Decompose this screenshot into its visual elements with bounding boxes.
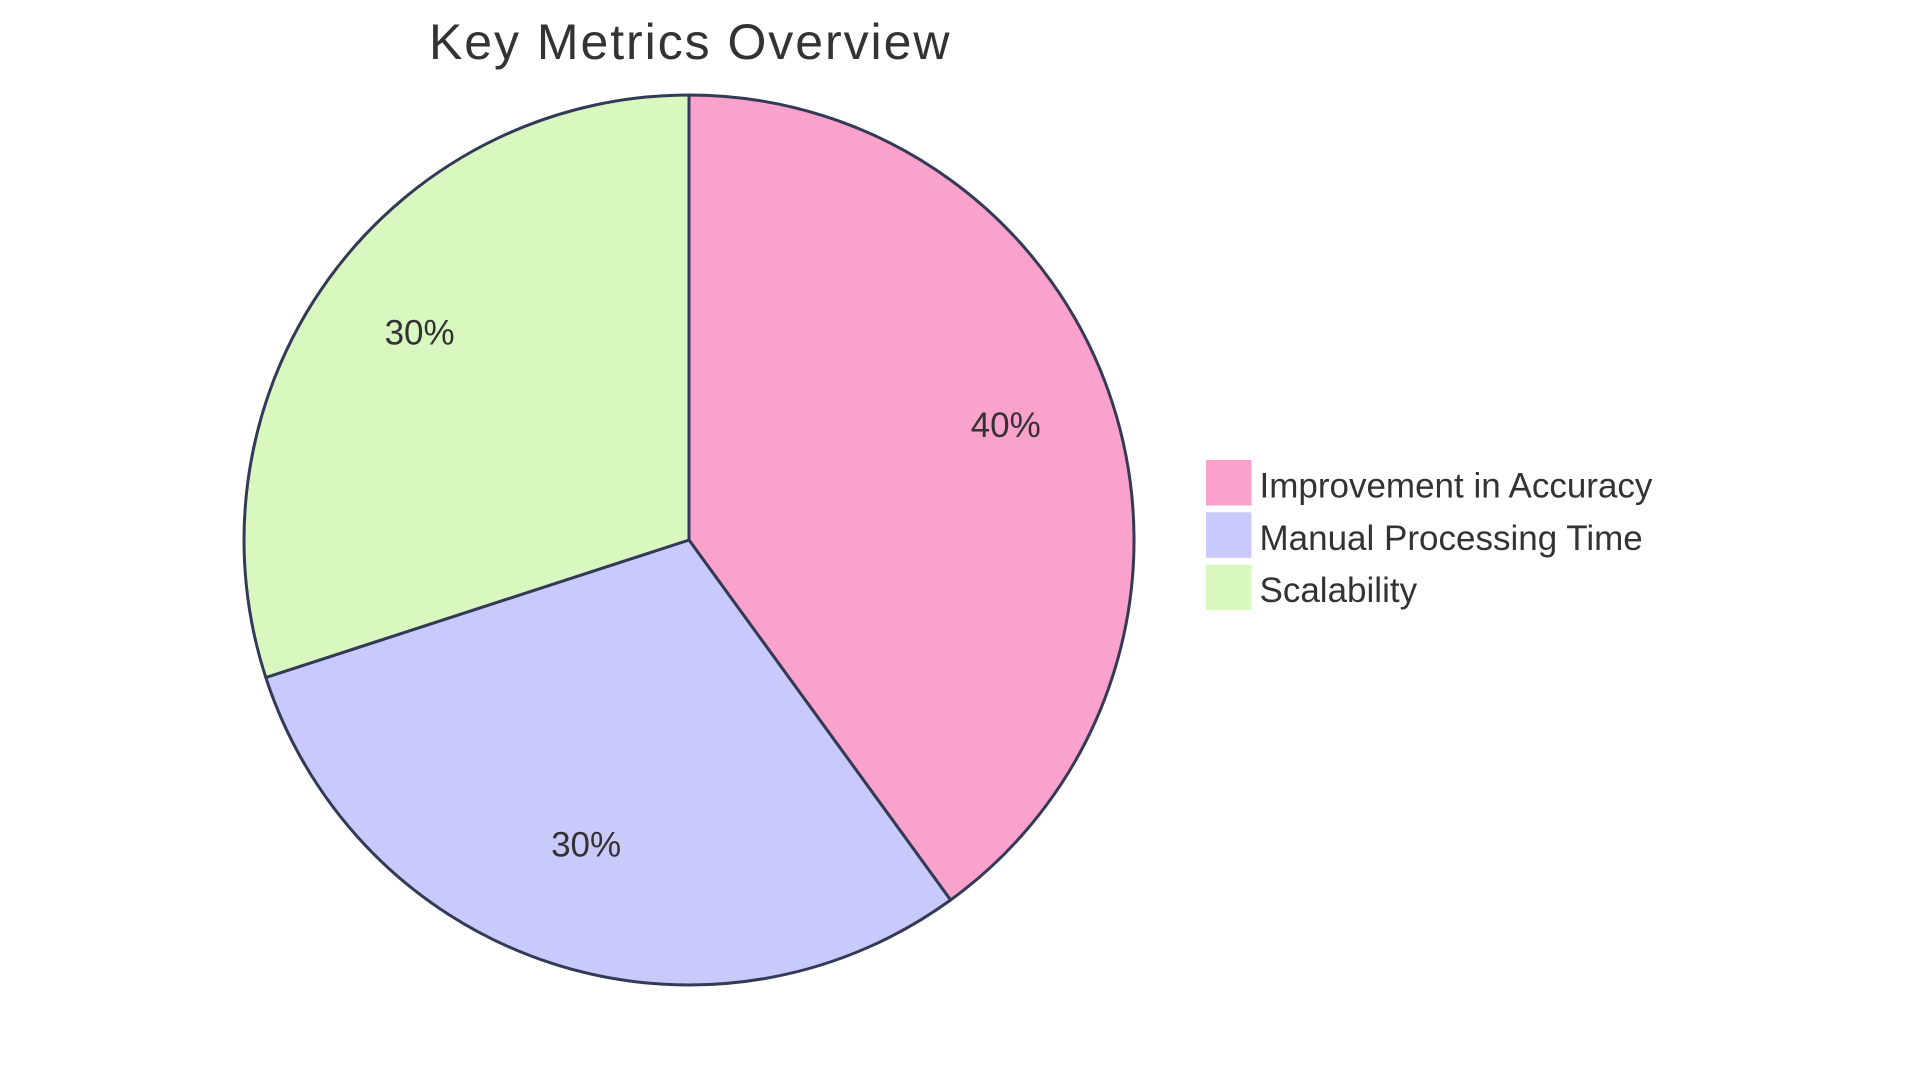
svg-text:Manual Processing Time: Manual Processing Time: [1260, 519, 1643, 558]
svg-text:Improvement in Accuracy: Improvement in Accuracy: [1260, 467, 1653, 506]
svg-text:30%: 30%: [551, 826, 621, 865]
svg-text:Key Metrics Overview: Key Metrics Overview: [429, 14, 951, 70]
svg-text:40%: 40%: [971, 406, 1041, 445]
svg-text:30%: 30%: [385, 313, 455, 352]
svg-text:Scalability: Scalability: [1260, 571, 1418, 610]
